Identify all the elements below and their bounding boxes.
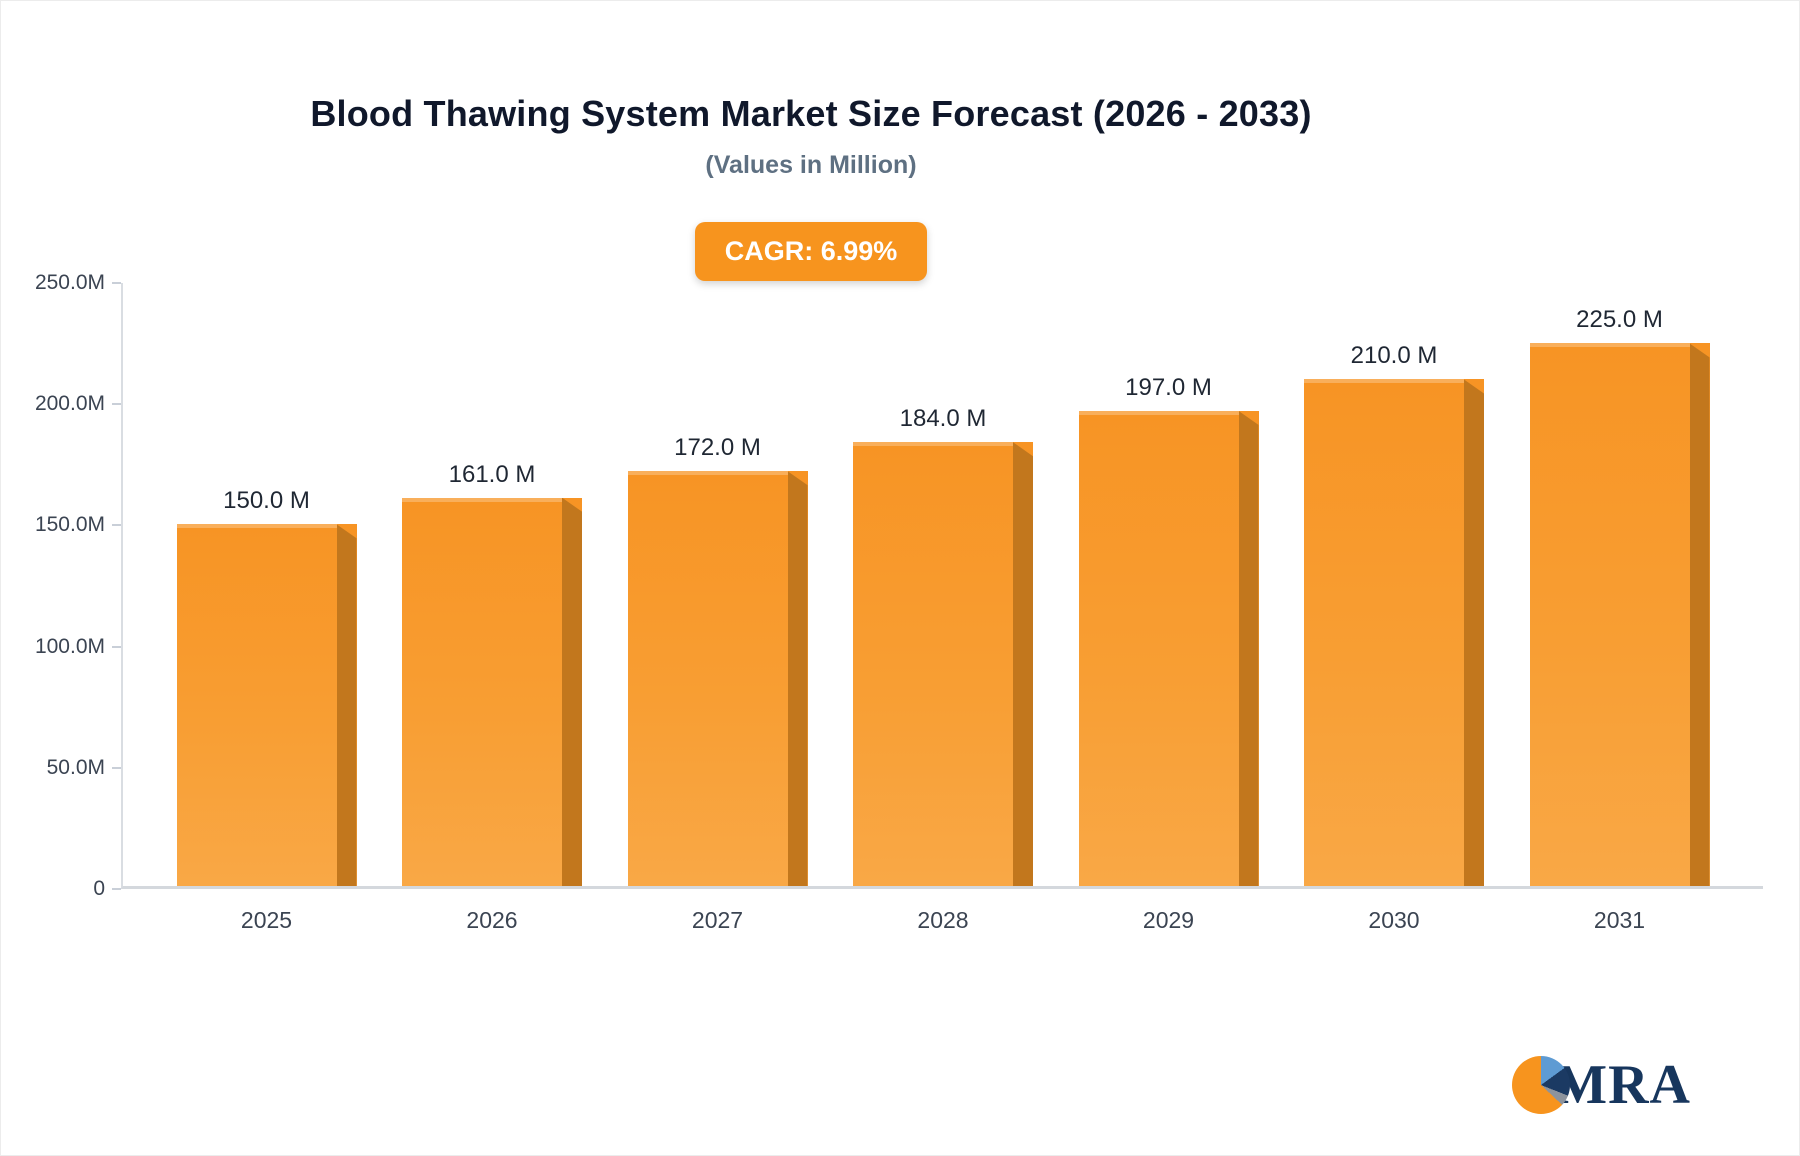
- bar-group: 184.0 M 2028: [853, 283, 1033, 933]
- y-axis-tick-label: 0: [93, 877, 105, 900]
- y-axis-tick-mark: [112, 888, 121, 890]
- x-axis-label: 2028: [917, 907, 969, 933]
- bar-value-label: 210.0 M: [1350, 342, 1438, 370]
- bar-top-highlight: [1529, 343, 1690, 348]
- bar-value-label: 184.0 M: [899, 405, 987, 433]
- x-axis-label: 2027: [691, 907, 744, 933]
- bar-value-label: 225.0 M: [1576, 306, 1663, 334]
- y-axis-tick-label: 250.0M: [34, 271, 105, 294]
- bar-side-face: [787, 471, 808, 886]
- bar-side-face: [1013, 442, 1033, 886]
- bar-group: 161.0 M 2026: [402, 283, 582, 933]
- bar-group: 210.0 M 2030: [1304, 283, 1484, 933]
- bar[interactable]: [402, 497, 582, 886]
- y-axis-tick-label: 50.0M: [46, 755, 105, 779]
- plot-area: 150.0 M 2025 161.0 M 2026 172.0 M 2027 184.0 M…: [121, 283, 1763, 933]
- bar-top-highlight: [1304, 379, 1464, 384]
- y-axis-tick-mark: [112, 766, 121, 769]
- y-axis-tick-mark: [112, 524, 121, 527]
- bar-group: 225.0 M 2031: [1529, 283, 1710, 933]
- bar-top-highlight: [402, 497, 562, 502]
- bar[interactable]: [1529, 343, 1710, 886]
- bar-value-label: 172.0 M: [674, 434, 761, 462]
- bar-value-label: 161.0 M: [448, 460, 536, 488]
- chart-title: Blood Thawing System Market Size Forecas…: [310, 93, 1312, 134]
- chart-subtitle: (Values in Million): [705, 151, 917, 179]
- bar[interactable]: [627, 471, 808, 886]
- bar-top-highlight: [853, 442, 1013, 447]
- chart-header: Blood Thawing System Market Size Forecas…: [1, 1, 1621, 180]
- bar-side-face: [562, 497, 582, 886]
- bar[interactable]: [853, 442, 1033, 886]
- bar-side-face: [1464, 379, 1484, 886]
- y-axis: 0 50.0M 100.0M 150.0M 200.0M 250.0M: [27, 271, 121, 900]
- mra-logo-icon: [1512, 1056, 1571, 1114]
- bar-group: 197.0 M 2029: [1078, 283, 1259, 933]
- bar-value-label: 150.0 M: [223, 487, 310, 515]
- mra-logo: MRA: [1512, 1053, 1691, 1117]
- bar-side-face: [1238, 410, 1259, 886]
- bar[interactable]: [176, 524, 357, 886]
- bar-top-highlight: [1078, 410, 1239, 415]
- mra-logo-text: MRA: [1554, 1054, 1691, 1116]
- x-axis-label: 2030: [1368, 907, 1420, 933]
- x-axis-label: 2025: [240, 907, 293, 933]
- cagr-badge: CAGR: 6.99%: [694, 222, 928, 281]
- y-axis-tick-label: 150.0M: [34, 513, 105, 537]
- bar-group: 172.0 M 2027: [627, 283, 808, 933]
- x-axis-label: 2031: [1593, 907, 1646, 933]
- y-axis-tick-mark: [112, 645, 121, 648]
- y-axis-tick-mark: [112, 403, 121, 406]
- bar-top-highlight: [176, 524, 337, 529]
- bar-value-label: 197.0 M: [1125, 373, 1212, 401]
- bar-side-face: [1689, 343, 1710, 886]
- bar[interactable]: [1304, 379, 1484, 886]
- badge-row: CAGR: 6.99%: [1, 222, 1621, 281]
- y-axis-tick-label: 100.0M: [34, 634, 105, 658]
- bar-group: 150.0 M 2025: [176, 283, 357, 933]
- x-axis-label: 2026: [466, 907, 518, 933]
- bar-side-face: [336, 524, 357, 886]
- bar-chart: 0 50.0M 100.0M 150.0M 200.0M 250.0M 150.0 M 20…: [27, 271, 1763, 933]
- x-axis-label: 2029: [1142, 907, 1195, 933]
- bar-top-highlight: [627, 471, 788, 476]
- y-axis-tick-mark: [112, 282, 121, 284]
- y-axis-tick-label: 200.0M: [34, 392, 105, 416]
- bar[interactable]: [1078, 410, 1259, 886]
